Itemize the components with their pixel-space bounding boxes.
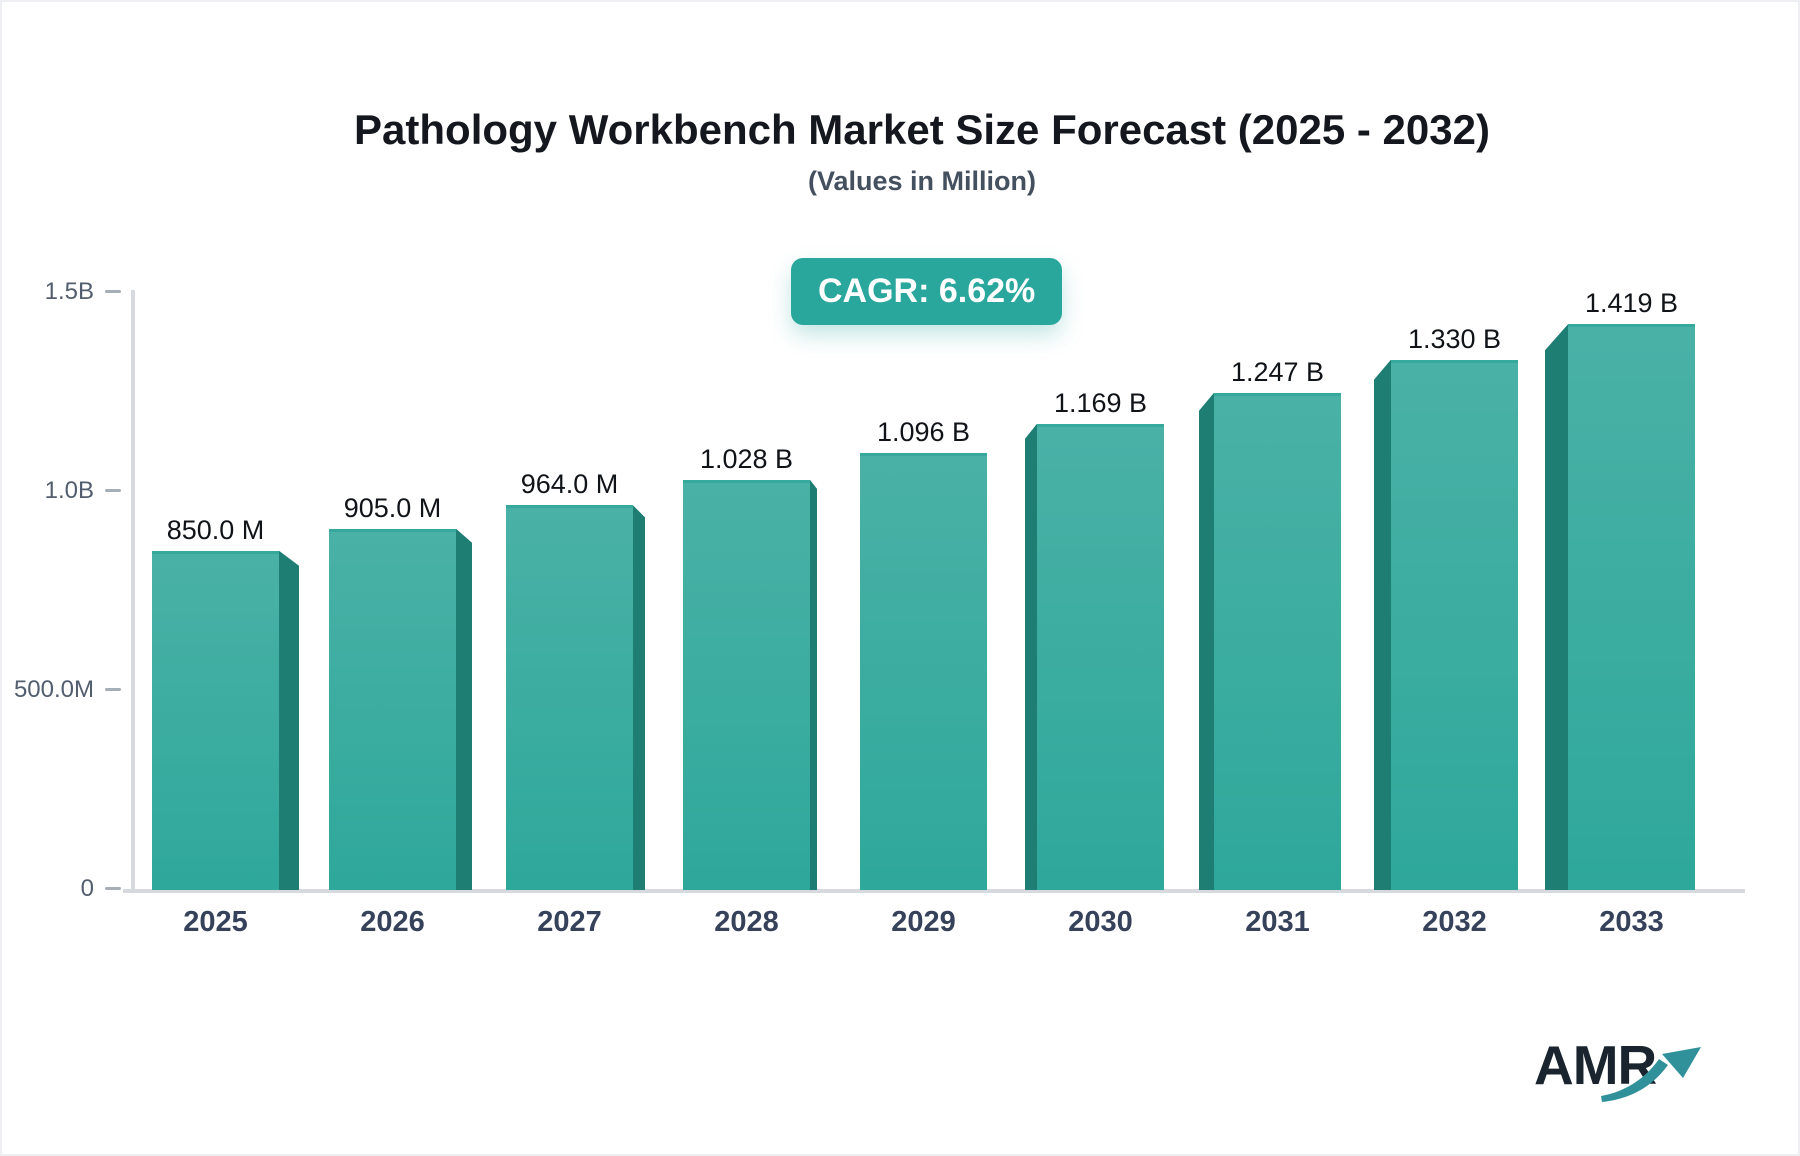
y-tick-dash: [105, 688, 121, 691]
chart-title: Pathology Workbench Market Size Forecast…: [354, 106, 1490, 153]
bar-value-label: 1.419 B: [1584, 288, 1679, 319]
cagr-badge: CAGR: 6.62%: [791, 258, 1063, 325]
x-tick-label: 2026: [360, 906, 425, 938]
x-tick-label: 2029: [891, 906, 956, 938]
bar-side-face-2026: [456, 528, 472, 890]
bar-side-face-2033: [1545, 324, 1568, 890]
x-tick-label: 2030: [1068, 906, 1133, 938]
y-tick-label: 500.0M: [13, 676, 94, 703]
x-tick-label: 2032: [1422, 906, 1487, 938]
x-tick-label: 2025: [183, 906, 248, 938]
x-tick-label: 2033: [1599, 906, 1664, 938]
y-tick-label: 1.0B: [44, 477, 94, 504]
bar-side-face-2025: [279, 550, 299, 890]
bar-2026: [329, 528, 456, 890]
bar-side-face-2030: [1025, 423, 1037, 890]
y-tick-dash: [105, 290, 121, 293]
bar-value-label: 1.247 B: [1230, 356, 1325, 387]
bar-2032: [1391, 359, 1518, 890]
bar-2029: [860, 452, 987, 890]
bar-side-face-2028: [810, 479, 817, 890]
bar-value-label: 905.0 M: [343, 492, 442, 523]
y-tick-dash: [105, 887, 121, 890]
bar-value-label: 1.096 B: [876, 416, 971, 447]
x-axis-line: [123, 889, 1745, 893]
bar-value-label: 1.330 B: [1407, 323, 1502, 354]
bar-2028: [683, 479, 810, 890]
amr-logo[interactable]: AMR: [1532, 1032, 1722, 1122]
bar-2030: [1037, 423, 1164, 890]
bar-side-face-2031: [1199, 392, 1214, 890]
x-tick-label: 2031: [1245, 906, 1310, 938]
bar-side-face-2032: [1374, 359, 1391, 890]
bar-2031: [1214, 392, 1341, 890]
bar-value-label: 1.028 B: [699, 443, 794, 474]
bar-value-label: 964.0 M: [520, 469, 619, 500]
bar-2025: [152, 550, 279, 890]
y-tick-label: 1.5B: [44, 278, 94, 305]
x-tick-label: 2027: [537, 906, 602, 938]
growth-arrow-icon: [1601, 1047, 1701, 1102]
bar-value-label: 850.0 M: [166, 514, 265, 545]
y-tick-dash: [105, 489, 121, 492]
bar-2027: [506, 505, 633, 890]
bar-value-label: 1.169 B: [1053, 387, 1148, 418]
y-tick-label: 0: [80, 875, 94, 902]
x-tick-label: 2028: [714, 906, 779, 938]
bar-2033: [1568, 324, 1695, 890]
bar-side-face-2027: [633, 505, 645, 890]
y-axis-line: [131, 290, 135, 893]
chart-subtitle: (Values in Million): [807, 166, 1037, 196]
